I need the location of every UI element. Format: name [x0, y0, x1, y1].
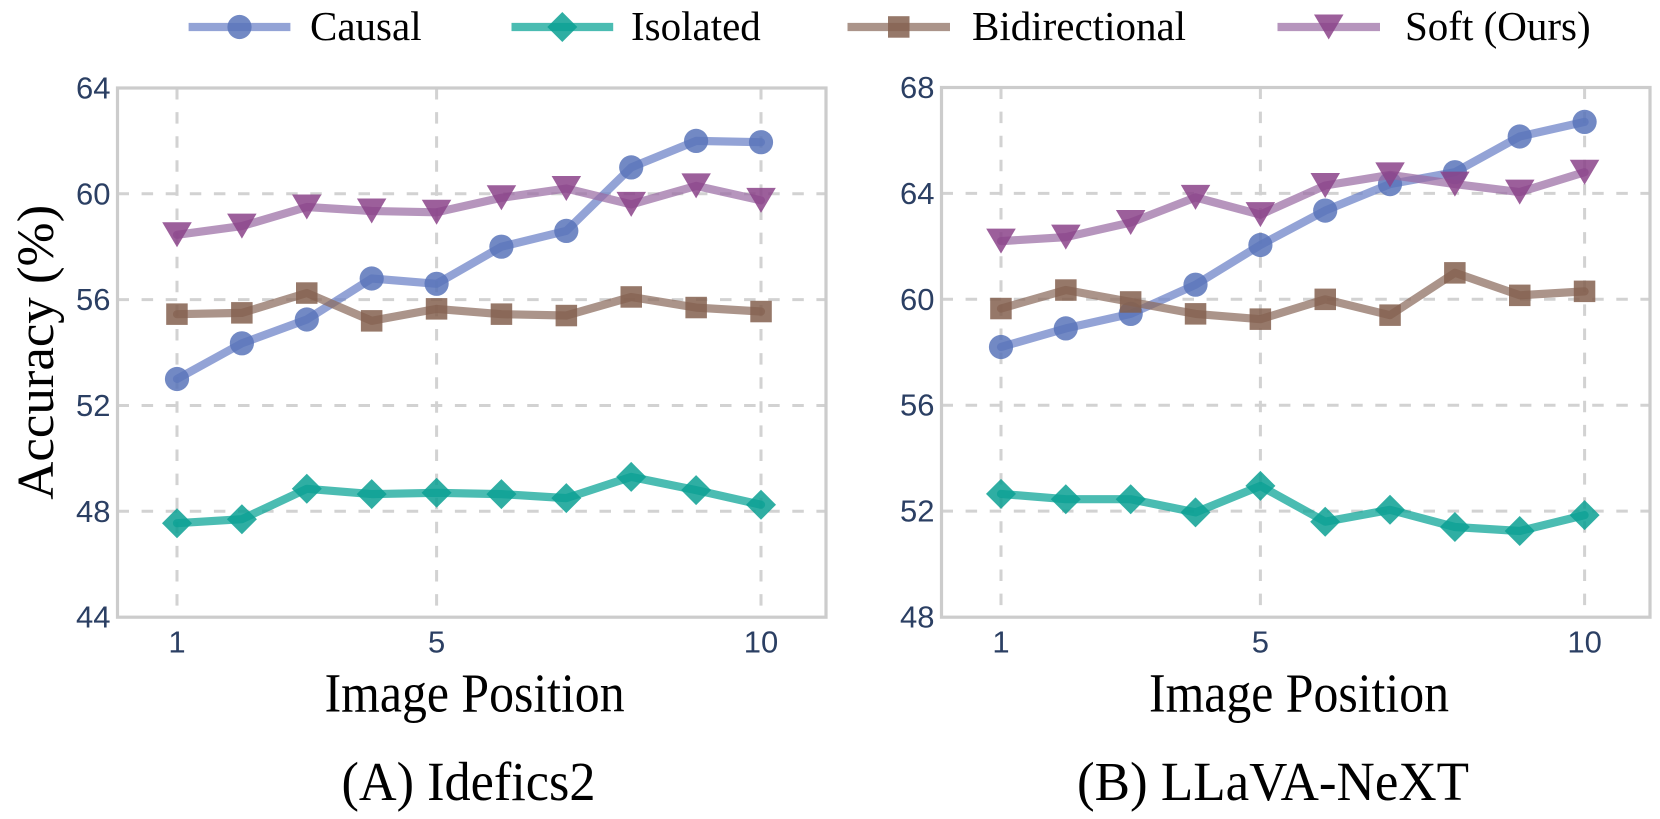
- svg-text:56: 56: [900, 388, 934, 423]
- svg-text:1: 1: [992, 625, 1009, 660]
- svg-text:Image Position: Image Position: [1149, 663, 1449, 724]
- svg-text:Isolated: Isolated: [631, 3, 761, 49]
- svg-text:(A) Idefics2: (A) Idefics2: [342, 751, 596, 812]
- svg-text:10: 10: [1567, 625, 1601, 660]
- svg-text:1: 1: [168, 625, 185, 660]
- svg-text:5: 5: [1252, 625, 1269, 660]
- svg-text:48: 48: [900, 600, 934, 635]
- svg-text:48: 48: [76, 494, 110, 529]
- svg-text:60: 60: [76, 176, 110, 211]
- svg-text:(B) LLaVA-NeXT: (B) LLaVA-NeXT: [1077, 751, 1469, 812]
- svg-text:56: 56: [76, 282, 110, 317]
- svg-text:64: 64: [900, 176, 934, 211]
- svg-text:Soft (Ours): Soft (Ours): [1405, 3, 1591, 49]
- svg-text:44: 44: [76, 600, 110, 635]
- svg-text:Causal: Causal: [310, 3, 422, 49]
- svg-text:Bidirectional: Bidirectional: [972, 3, 1186, 49]
- svg-text:Accuracy (%): Accuracy (%): [8, 205, 65, 500]
- svg-text:10: 10: [744, 625, 778, 660]
- svg-text:60: 60: [900, 282, 934, 317]
- svg-text:64: 64: [76, 71, 110, 106]
- svg-text:Image Position: Image Position: [325, 663, 625, 724]
- svg-text:52: 52: [76, 388, 110, 423]
- svg-text:5: 5: [428, 625, 445, 660]
- svg-text:68: 68: [900, 70, 934, 105]
- svg-text:52: 52: [900, 494, 934, 529]
